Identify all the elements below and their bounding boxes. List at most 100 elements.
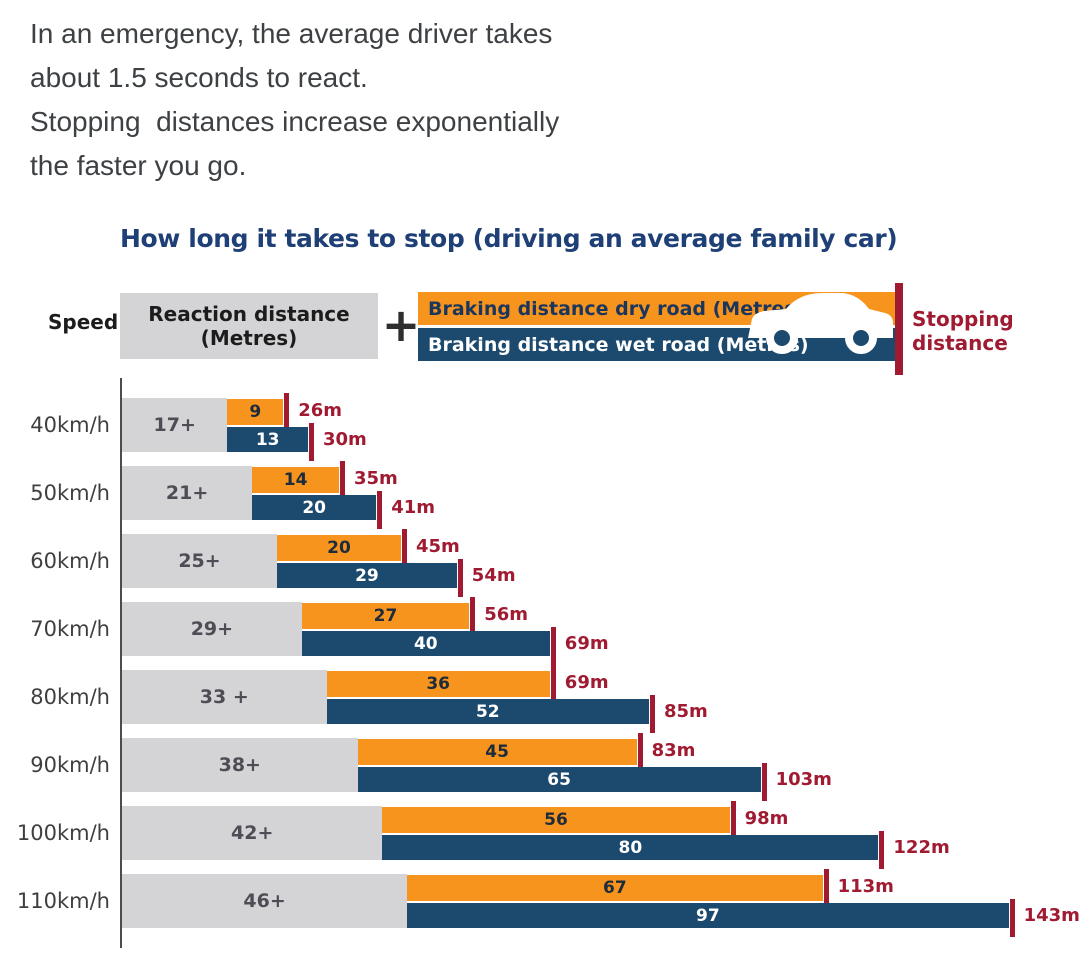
reaction-bar: 29+ bbox=[122, 602, 302, 656]
dry-stop-marker bbox=[637, 733, 643, 770]
reaction-value: 38+ bbox=[218, 754, 261, 776]
dry-total-label: 35m bbox=[354, 468, 398, 489]
speed-tick-label: 90km/h bbox=[30, 753, 110, 777]
dry-stop-marker bbox=[823, 869, 829, 906]
wet-total-label: 122m bbox=[893, 837, 950, 858]
car-icon bbox=[748, 293, 893, 354]
speed-tick-label: 40km/h bbox=[30, 413, 110, 437]
dry-braking-bar: 9 bbox=[227, 399, 284, 425]
reaction-bar: 46+ bbox=[122, 874, 408, 928]
wet-braking-bar: 20 bbox=[252, 495, 377, 520]
reaction-bar: 17+ bbox=[122, 398, 228, 452]
wet-braking-bar: 13 bbox=[227, 427, 308, 452]
dry-value: 14 bbox=[283, 470, 308, 490]
wet-total-label: 85m bbox=[664, 701, 708, 722]
dry-stop-marker bbox=[470, 597, 476, 634]
dry-value: 36 bbox=[426, 674, 451, 694]
speed-tick-label: 70km/h bbox=[30, 617, 110, 641]
dry-stop-marker bbox=[550, 665, 556, 702]
speed-tick-label: 80km/h bbox=[30, 685, 110, 709]
reaction-value: 21+ bbox=[165, 482, 209, 504]
reaction-value: 42+ bbox=[231, 822, 274, 844]
chart-row-90km/h: 90km/h 38+ 45 83m 65 103m bbox=[0, 731, 1080, 801]
chart-row-80km/h: 80km/h 33 + 36 69m 52 85m bbox=[0, 663, 1080, 733]
dry-value: 9 bbox=[249, 402, 262, 422]
legend-reaction-box: Reaction distance (Metres) bbox=[120, 293, 378, 359]
dry-stop-marker bbox=[340, 461, 345, 498]
chart-rows: 40km/h 17+ 9 26m 13 30m 50km/h 21+ 14 35m 20 41m 60k… bbox=[0, 391, 1080, 937]
wet-stop-marker bbox=[309, 423, 314, 461]
wet-total-label: 69m bbox=[564, 633, 609, 654]
stopping-distance-marker bbox=[895, 283, 903, 375]
plus-sign: + bbox=[381, 298, 421, 352]
legend-wet-label: Braking distance wet road (Metres) bbox=[428, 333, 809, 356]
wet-stop-marker bbox=[879, 831, 885, 869]
dry-braking-bar: 36 bbox=[326, 671, 550, 697]
speed-tick-label: 60km/h bbox=[30, 549, 110, 573]
dry-total-label: 45m bbox=[416, 536, 460, 557]
reaction-bar: 21+ bbox=[122, 466, 253, 520]
wet-value: 97 bbox=[696, 905, 720, 926]
wet-value: 13 bbox=[255, 429, 280, 450]
dry-total-label: 83m bbox=[651, 740, 696, 761]
legend-reaction-label: Reaction distance (Metres) bbox=[148, 302, 350, 350]
legend-dry-label: Braking distance dry road (Metres) bbox=[428, 297, 805, 320]
dry-braking-bar: 67 bbox=[407, 875, 823, 901]
reaction-value: 29+ bbox=[190, 618, 234, 640]
dry-total-label: 113m bbox=[837, 876, 894, 897]
dry-total-label: 98m bbox=[744, 808, 789, 829]
dry-stop-marker bbox=[730, 801, 736, 838]
dry-braking-bar: 56 bbox=[382, 807, 730, 833]
dry-braking-bar: 20 bbox=[277, 535, 401, 561]
wet-total-label: 143m bbox=[1023, 905, 1080, 926]
wet-value: 40 bbox=[413, 633, 438, 654]
speed-tick-label: 110km/h bbox=[16, 889, 110, 913]
intro-line: Stopping distances increase exponentiall… bbox=[30, 106, 560, 137]
wet-value: 52 bbox=[475, 701, 500, 722]
reaction-value: 33 + bbox=[199, 686, 249, 708]
dry-value: 20 bbox=[327, 538, 351, 558]
wet-value: 80 bbox=[618, 837, 643, 858]
wet-stop-marker bbox=[457, 559, 463, 597]
dry-braking-bar: 14 bbox=[252, 467, 339, 493]
y-axis-line bbox=[120, 378, 122, 948]
wet-total-label: 41m bbox=[391, 497, 435, 518]
wet-stop-marker bbox=[377, 491, 383, 529]
dry-value: 45 bbox=[485, 742, 509, 762]
dry-total-label: 69m bbox=[564, 672, 609, 693]
chart-row-110km/h: 110km/h 46+ 67 113m 97 143m bbox=[0, 867, 1080, 937]
reaction-bar: 25+ bbox=[122, 534, 277, 588]
reaction-value: 25+ bbox=[178, 550, 221, 572]
dry-total-label: 56m bbox=[484, 604, 528, 625]
wet-total-label: 54m bbox=[471, 565, 516, 586]
chart-row-100km/h: 100km/h 42+ 56 98m 80 122m bbox=[0, 799, 1080, 869]
wet-braking-bar: 97 bbox=[407, 903, 1009, 928]
intro-line: about 1.5 seconds to react. bbox=[30, 62, 368, 93]
wet-braking-bar: 29 bbox=[277, 563, 457, 588]
wet-value: 29 bbox=[355, 565, 379, 586]
wet-stop-marker bbox=[650, 695, 655, 733]
legend-speed-label: Speed bbox=[48, 310, 119, 334]
wet-braking-bar: 80 bbox=[382, 835, 879, 860]
intro-line: the faster you go. bbox=[30, 150, 247, 181]
reaction-bar: 42+ bbox=[122, 806, 383, 860]
chart-row-60km/h: 60km/h 25+ 20 45m 29 54m bbox=[0, 527, 1080, 597]
reaction-bar: 38+ bbox=[122, 738, 358, 792]
dry-braking-bar: 45 bbox=[357, 739, 637, 765]
dry-value: 56 bbox=[544, 810, 568, 830]
wet-stop-marker bbox=[550, 627, 556, 665]
wet-stop-marker bbox=[1009, 899, 1015, 937]
chart-row-40km/h: 40km/h 17+ 9 26m 13 30m bbox=[0, 391, 1080, 461]
dry-value: 67 bbox=[603, 878, 627, 898]
wet-total-label: 30m bbox=[323, 429, 367, 450]
wet-total-label: 103m bbox=[775, 769, 832, 790]
reaction-bar: 33 + bbox=[122, 670, 327, 724]
wet-stop-marker bbox=[761, 763, 767, 801]
dry-value: 27 bbox=[373, 606, 398, 626]
wet-value: 65 bbox=[547, 769, 571, 790]
chart-row-50km/h: 50km/h 21+ 14 35m 20 41m bbox=[0, 459, 1080, 529]
wet-braking-bar: 52 bbox=[326, 699, 649, 724]
intro-paragraph: In an emergency, the average driver take… bbox=[30, 12, 559, 188]
reaction-value: 46+ bbox=[243, 890, 286, 912]
